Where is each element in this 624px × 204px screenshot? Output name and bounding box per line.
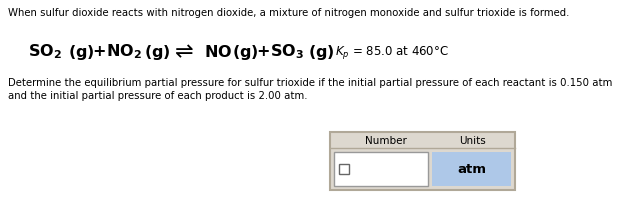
Text: Determine the equilibrium partial pressure for sulfur trioxide if the initial pa: Determine the equilibrium partial pressu… [8,78,612,88]
Text: $\mathbf{(g)}$: $\mathbf{(g)}$ [232,42,258,61]
Text: Units: Units [459,135,486,145]
Text: $\mathbf{(g)}$: $\mathbf{(g)}$ [308,42,334,61]
Text: $\mathbf{NO}$: $\mathbf{NO}$ [204,44,232,60]
Text: atm: atm [457,163,486,176]
Text: $\mathbf{SO_3}$: $\mathbf{SO_3}$ [270,42,304,61]
Text: $K_p$ = 85.0 at 460°C: $K_p$ = 85.0 at 460°C [335,43,449,60]
Text: Number: Number [364,135,406,145]
Bar [334,152,427,186]
Text: $\mathbf{NO_2}$: $\mathbf{NO_2}$ [106,42,142,61]
Text: When sulfur dioxide reacts with nitrogen dioxide, a mixture of nitrogen monoxide: When sulfur dioxide reacts with nitrogen… [8,8,569,18]
Text: and the initial partial pressure of each product is 2.00 atm.: and the initial partial pressure of each… [8,91,308,101]
Bar [339,164,349,174]
Bar [432,152,511,186]
Text: ⇌: ⇌ [175,42,193,62]
Bar [330,132,515,190]
Text: $\mathbf{(g)}$: $\mathbf{(g)}$ [68,42,95,61]
Text: +: + [256,44,270,59]
Text: $\mathbf{SO_2}$: $\mathbf{SO_2}$ [28,42,62,61]
Text: +: + [92,44,105,59]
Text: $\mathbf{(g)}$: $\mathbf{(g)}$ [144,42,170,61]
